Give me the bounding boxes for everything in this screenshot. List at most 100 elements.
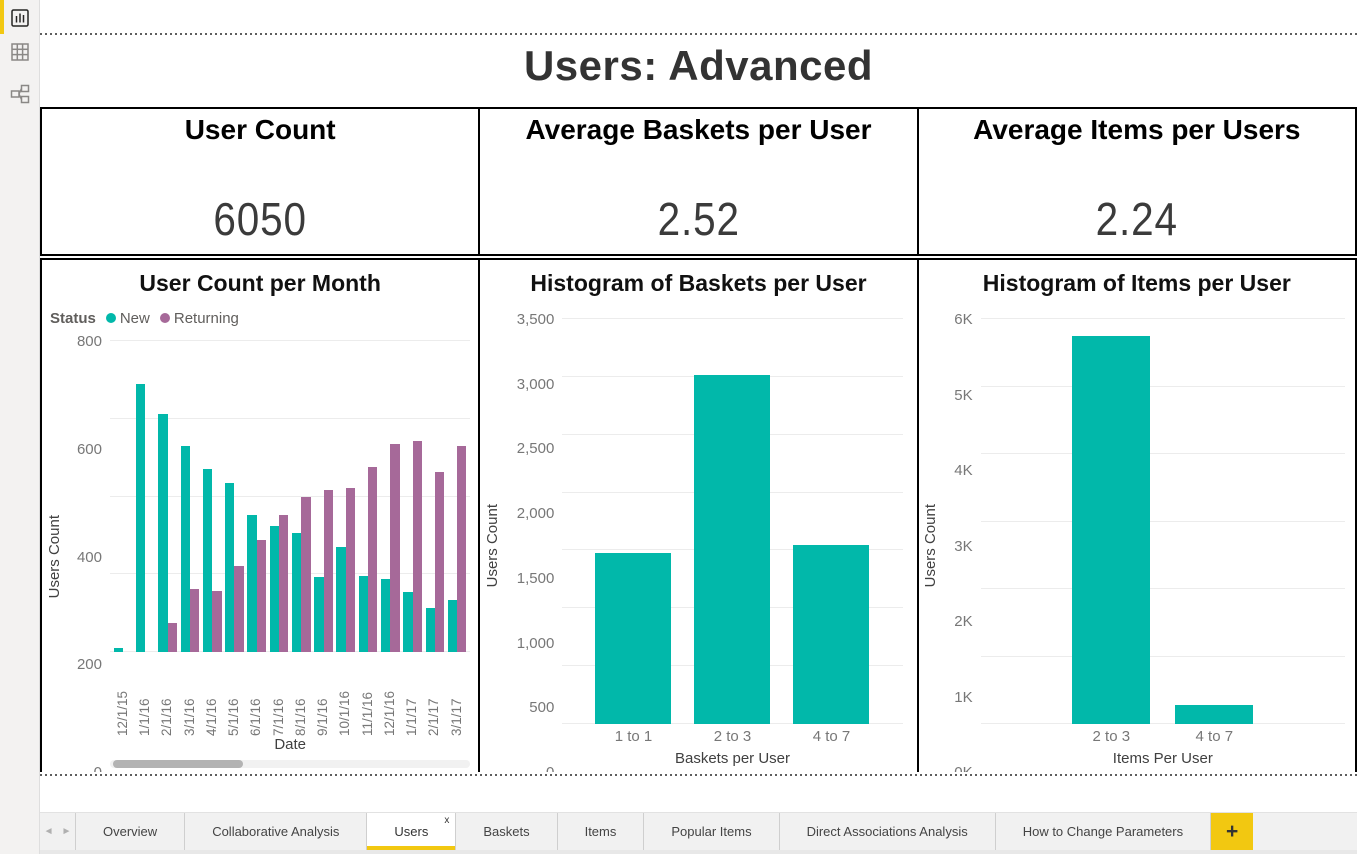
- kpi-title: User Count: [184, 114, 336, 145]
- scrollbar-thumb[interactable]: [113, 760, 243, 768]
- bar-group: [335, 341, 357, 652]
- bar-new-5/1/16[interactable]: [225, 483, 235, 652]
- bar-group: [201, 341, 223, 652]
- bar-returning-12/1/16[interactable]: [390, 444, 400, 652]
- prev-page-icon[interactable]: ◄: [43, 826, 54, 837]
- bar-returning-3/1/17[interactable]: [457, 445, 467, 652]
- tab-navigation: ◄ ►: [40, 813, 76, 850]
- close-tab-icon[interactable]: x: [444, 815, 450, 826]
- new-page-button[interactable]: +: [1211, 813, 1254, 850]
- bar-returning-11/1/16[interactable]: [368, 466, 378, 652]
- bar-returning-2/1/16[interactable]: [167, 622, 177, 652]
- y-tick-label: 0: [546, 764, 554, 772]
- y-tick-label: 600: [76, 440, 102, 458]
- charts-row: User Count per Month Status New Returnin…: [40, 258, 1357, 772]
- bar-slot: [584, 319, 683, 724]
- y-tick-label: 3,500: [516, 311, 555, 328]
- bar-returning-10/1/16[interactable]: [345, 487, 356, 652]
- bar-returning-1/1/17[interactable]: [412, 440, 422, 652]
- tab-items[interactable]: Items: [558, 813, 645, 850]
- bar-4 to 7[interactable]: [1175, 705, 1254, 724]
- kpi-average-baskets-per-user[interactable]: Average Baskets per User 2.52: [478, 107, 917, 256]
- bar-new-6/1/16[interactable]: [247, 515, 257, 652]
- bar-returning-7/1/16[interactable]: [278, 514, 289, 652]
- bar-new-12/1/16[interactable]: [380, 578, 391, 652]
- visual-histogram-items-per-user: Histogram of Items per User Users Count …: [916, 258, 1357, 772]
- bar-new-2/1/16[interactable]: [158, 414, 168, 652]
- tab-how-to-change-parameters[interactable]: How to Change Parameters: [996, 813, 1212, 850]
- chart-horizontal-scrollbar[interactable]: [110, 760, 471, 768]
- page-boundary-bottom: [40, 774, 1357, 776]
- bar-new-3/1/17[interactable]: [447, 600, 458, 652]
- x-tick-label: 1/1/16: [136, 698, 152, 736]
- bar-returning-8/1/16[interactable]: [301, 496, 311, 652]
- bar-1 to 1[interactable]: [595, 552, 672, 724]
- visual-user-count-per-month: User Count per Month Status New Returnin…: [40, 258, 479, 772]
- y-tick-label: 200: [76, 656, 102, 674]
- tab-collaborative-analysis[interactable]: Collaborative Analysis: [185, 813, 368, 850]
- bar-returning-6/1/16[interactable]: [256, 539, 267, 652]
- kpi-title: Average Baskets per User: [525, 114, 872, 145]
- bar-new-7/1/16[interactable]: [269, 526, 279, 652]
- bar-returning-2/1/17[interactable]: [434, 471, 445, 652]
- gridline: [980, 453, 1345, 455]
- bar-new-10/1/16[interactable]: [336, 547, 346, 652]
- bar-2 to 3[interactable]: [694, 374, 771, 724]
- x-axis-title: Date: [274, 736, 306, 753]
- bar-returning-9/1/16[interactable]: [323, 490, 333, 652]
- next-page-icon[interactable]: ►: [61, 826, 72, 837]
- bar-4 to 7[interactable]: [793, 544, 870, 724]
- bar-new-12/1/15[interactable]: [113, 648, 124, 652]
- bar-slot: [1060, 319, 1163, 724]
- gridline: [980, 520, 1345, 522]
- kpi-user-count[interactable]: User Count 6050: [40, 107, 479, 256]
- bar-new-8/1/16[interactable]: [291, 533, 302, 652]
- bar-new-9/1/16[interactable]: [314, 576, 324, 652]
- x-axis-labels: 2 to 3 4 to 7: [981, 724, 1345, 750]
- bar-returning-5/1/16[interactable]: [234, 566, 244, 652]
- bar-returning-3/1/16[interactable]: [189, 588, 200, 652]
- tab-overview[interactable]: Overview: [76, 813, 186, 850]
- kpi-row: User Count 6050 Average Baskets per User…: [40, 107, 1357, 256]
- model-view-icon: [9, 83, 31, 108]
- bar-new-4/1/16[interactable]: [202, 469, 213, 652]
- tab-users[interactable]: Users x: [367, 813, 457, 850]
- data-view-icon: [9, 41, 31, 66]
- gridline: [980, 318, 1345, 319]
- tab-label: How to Change Parameters: [1022, 824, 1184, 839]
- gridline: [980, 385, 1345, 387]
- plus-icon: +: [1225, 819, 1239, 843]
- bar-new-1/1/16[interactable]: [136, 383, 146, 652]
- tab-direct-associations-analysis[interactable]: Direct Associations Analysis: [780, 813, 996, 850]
- bar-new-1/1/17[interactable]: [403, 591, 413, 652]
- y-tick-label: 1,000: [516, 634, 555, 652]
- tab-baskets[interactable]: Baskets: [456, 813, 558, 850]
- tab-label: Direct Associations Analysis: [806, 824, 968, 839]
- bar-group: [268, 341, 290, 652]
- bar-new-3/1/16[interactable]: [180, 445, 190, 652]
- chart-title: Histogram of Items per User: [982, 270, 1291, 296]
- tab-label: Items: [584, 824, 617, 839]
- legend-item-returning[interactable]: Returning: [159, 310, 239, 327]
- y-tick-label: 0K: [954, 764, 972, 772]
- bar-2 to 3[interactable]: [1072, 335, 1151, 724]
- report-view-icon: [9, 7, 31, 32]
- tab-popular-items[interactable]: Popular Items: [644, 813, 780, 850]
- data-view-button[interactable]: [3, 36, 37, 70]
- kpi-average-items-per-users[interactable]: Average Items per Users 2.24: [916, 107, 1357, 256]
- model-view-button[interactable]: [3, 78, 37, 112]
- bar-returning-4/1/16[interactable]: [212, 590, 222, 652]
- bar-new-11/1/16[interactable]: [358, 575, 369, 652]
- status-strip: [40, 850, 1357, 854]
- tabs-container: Overview Collaborative Analysis Users x Bask…: [76, 813, 1212, 850]
- y-tick-label: 3,000: [516, 375, 555, 393]
- gridline: [980, 723, 1345, 724]
- legend-item-new[interactable]: New: [105, 310, 150, 327]
- y-tick-label: 5K: [954, 386, 973, 404]
- report-view-button[interactable]: [3, 2, 37, 36]
- bar-new-2/1/17[interactable]: [425, 608, 435, 652]
- x-axis-title: Baskets per User: [674, 750, 791, 767]
- tab-label: Collaborative Analysis: [212, 824, 340, 839]
- x-tick-label: 3/1/16: [181, 698, 197, 736]
